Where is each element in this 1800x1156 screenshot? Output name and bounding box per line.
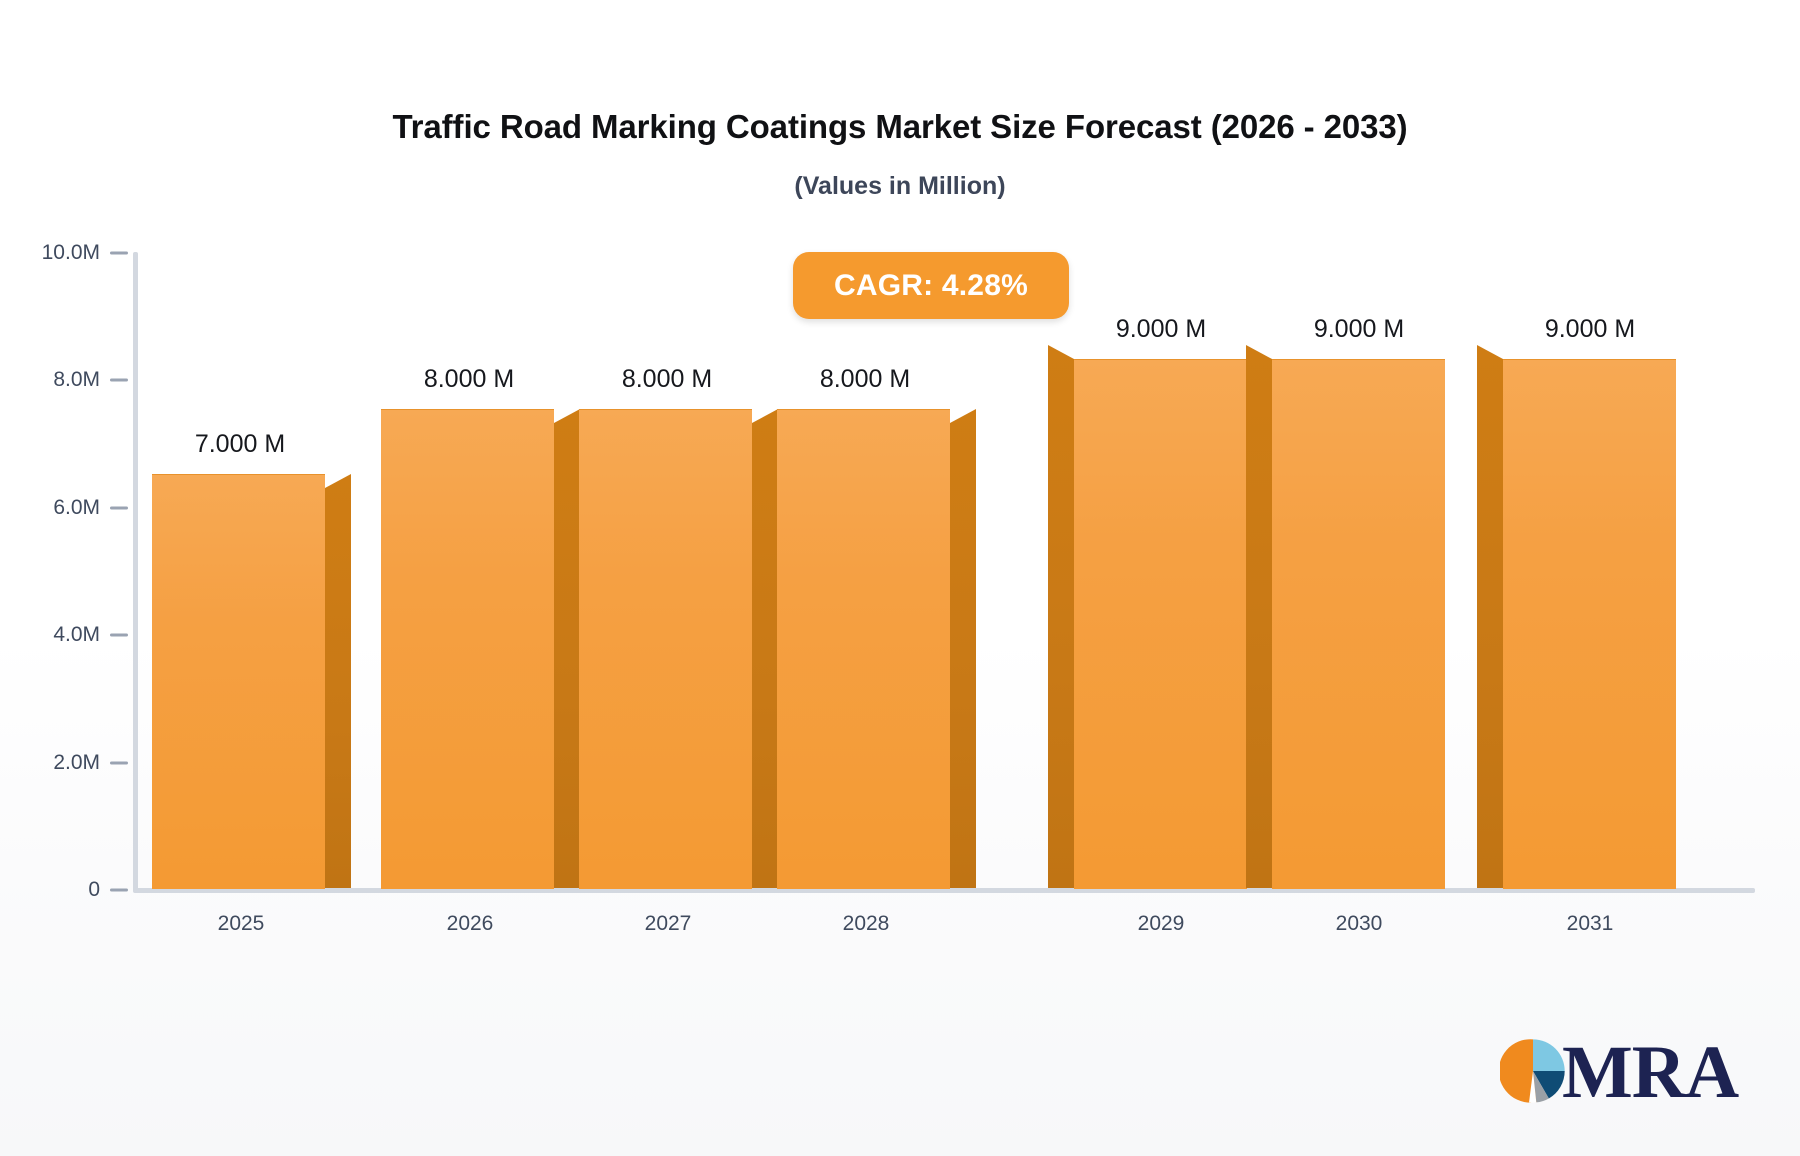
x-tick-label-2027: 2027 xyxy=(644,912,692,935)
bar-side-face xyxy=(1477,345,1503,888)
bar-front-face xyxy=(777,409,950,889)
y-tick-mark xyxy=(110,888,128,892)
x-tick-label-2031: 2031 xyxy=(1566,912,1614,935)
y-tick-mark xyxy=(110,633,128,637)
mra-logo: MRA xyxy=(1500,1030,1739,1120)
y-tick-label: 8.0M xyxy=(53,368,100,391)
cagr-badge-label: CAGR: 4.28% xyxy=(834,268,1028,302)
bar-side-face xyxy=(950,409,976,888)
bar-value-label: 8.000 M xyxy=(423,365,515,393)
chart-subtitle: (Values in Million) xyxy=(794,172,1006,200)
bar-front-face xyxy=(381,409,554,889)
x-tick-label-2028: 2028 xyxy=(842,912,890,935)
pie-chart-icon xyxy=(1500,1039,1565,1103)
bar-side-face xyxy=(1048,345,1074,888)
y-tick-label: 2.0M xyxy=(53,751,100,774)
y-tick-label: 10.0M xyxy=(41,241,100,264)
x-axis-line xyxy=(133,888,1755,893)
bar-side-face xyxy=(752,409,778,888)
bar-front-face xyxy=(152,474,325,889)
bar-value-label: 9.000 M xyxy=(1544,315,1636,343)
x-tick-label-2025: 2025 xyxy=(217,912,265,935)
y-tick-label: 0 xyxy=(88,878,100,901)
logo-wordmark: MRA xyxy=(1562,1031,1739,1114)
y-tick-label: 6.0M xyxy=(53,496,100,519)
cagr-badge: CAGR: 4.28% xyxy=(793,252,1069,319)
bar-value-label: 9.000 M xyxy=(1115,315,1207,343)
bar-value-label: 8.000 M xyxy=(819,365,911,393)
x-tick-label-2026: 2026 xyxy=(446,912,494,935)
x-tick-label-2029: 2029 xyxy=(1137,912,1185,935)
y-tick-mark xyxy=(110,506,128,510)
bar-value-label: 9.000 M xyxy=(1313,315,1405,343)
bar-side-face xyxy=(554,409,580,888)
y-tick-mark xyxy=(110,378,128,382)
bar-front-face xyxy=(1272,359,1445,889)
bar-front-face xyxy=(579,409,752,889)
bar-front-face xyxy=(1503,359,1676,889)
bar-front-face xyxy=(1074,359,1247,889)
bar-value-label: 8.000 M xyxy=(621,365,713,393)
bar-value-label: 7.000 M xyxy=(194,430,286,458)
x-tick-label-2030: 2030 xyxy=(1335,912,1383,935)
y-tick-mark xyxy=(110,761,128,765)
y-axis-line xyxy=(133,252,138,892)
bar-side-face xyxy=(325,474,351,888)
bar-side-face xyxy=(1246,345,1272,888)
y-tick-mark xyxy=(110,251,128,255)
chart-title: Traffic Road Marking Coatings Market Siz… xyxy=(392,108,1408,145)
y-tick-label: 4.0M xyxy=(53,623,100,646)
